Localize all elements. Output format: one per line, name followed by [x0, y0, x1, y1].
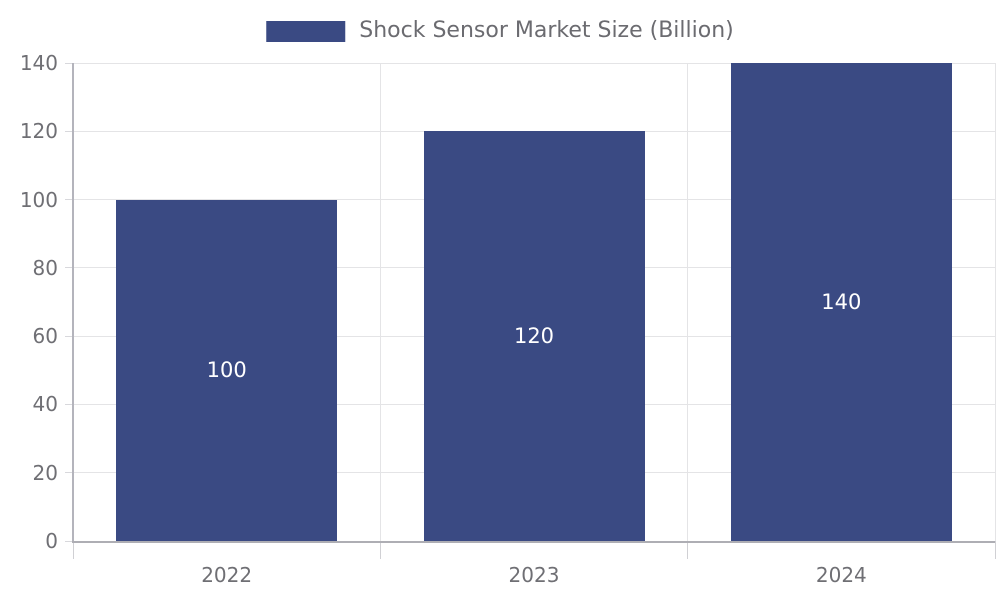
y-tick-mark	[65, 472, 73, 474]
y-tick-mark	[65, 335, 73, 337]
y-axis-tick-label: 100	[19, 187, 58, 212]
y-tick-mark	[65, 540, 73, 542]
y-axis-tick-label: 140	[19, 51, 58, 75]
bar-value-label: 140	[821, 290, 862, 314]
x-tick-mark	[994, 541, 996, 559]
y-tick-mark	[65, 130, 73, 132]
x-axis-tick-label: 2022	[201, 563, 253, 587]
y-axis-tick-label: 80	[32, 255, 58, 280]
bar-value-label: 100	[206, 358, 247, 383]
y-tick-mark	[65, 267, 73, 269]
y-tick-mark	[65, 403, 73, 405]
x-axis-line	[71, 541, 995, 543]
y-axis-line	[71, 63, 74, 543]
x-gridline	[687, 63, 689, 541]
x-tick-mark	[379, 541, 381, 559]
x-gridline	[379, 63, 381, 541]
y-axis-tick-label: 60	[32, 324, 58, 349]
y-tick-mark	[65, 62, 73, 64]
y-tick-mark	[65, 199, 73, 201]
bar-2024	[730, 63, 952, 541]
y-axis-tick-label: 0	[45, 529, 58, 553]
legend-item[interactable]: Shock Sensor Market Size (Billion)	[266, 18, 734, 44]
x-axis-tick-label: 2024	[815, 563, 867, 587]
bar-value-label: 120	[513, 324, 555, 349]
y-gridline	[73, 62, 995, 64]
y-axis-tick-label: 40	[32, 392, 58, 417]
legend-label: Shock Sensor Market Size (Billion)	[359, 18, 734, 43]
x-tick-mark	[72, 541, 74, 559]
y-axis-tick-label: 120	[19, 119, 58, 144]
x-gridline	[994, 63, 996, 541]
x-axis-tick-label: 2023	[508, 563, 560, 587]
legend-color-swatch	[266, 20, 346, 42]
bar-2022	[116, 199, 338, 541]
y-axis-tick-label: 20	[32, 460, 58, 485]
x-tick-mark	[687, 541, 689, 559]
bar-2023	[423, 131, 645, 541]
